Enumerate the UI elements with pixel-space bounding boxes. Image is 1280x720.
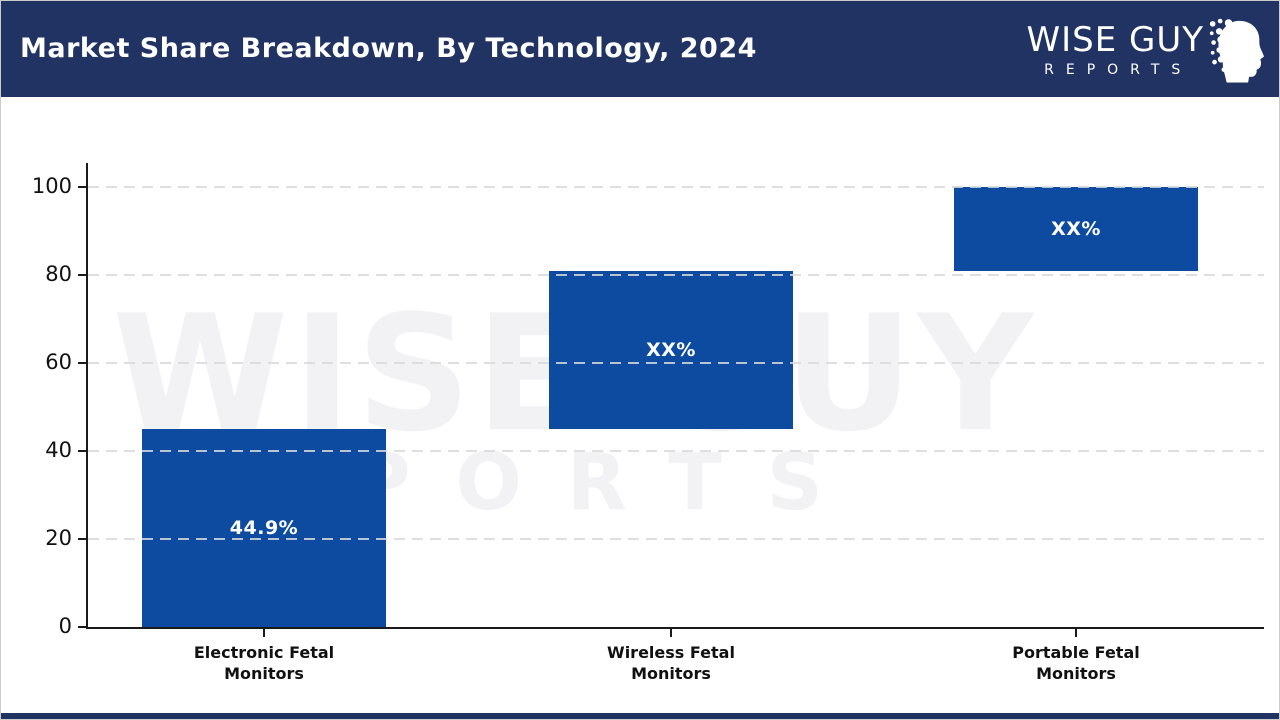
x-tick-mark bbox=[670, 629, 672, 637]
y-tick-label: 100 bbox=[31, 174, 72, 198]
category-line: Monitors bbox=[631, 663, 711, 683]
gridline bbox=[88, 450, 1264, 452]
chart-plot-area: WISE GUY REPORTS 0 20 40 60 80 100 44.9% XX% … bbox=[0, 97, 1280, 713]
brand-name: WISE GUY bbox=[1026, 20, 1204, 60]
x-category-label-electronic: Electronic Fetal Monitors bbox=[114, 643, 414, 685]
x-category-label-wireless: Wireless Fetal Monitors bbox=[521, 643, 821, 685]
y-tick-label: 0 bbox=[58, 614, 72, 638]
bar-wireless-fetal-monitors: XX% bbox=[549, 270, 793, 430]
brand-subname: REPORTS bbox=[1044, 62, 1193, 78]
y-tick-label: 60 bbox=[45, 350, 72, 374]
y-axis-line bbox=[86, 163, 88, 629]
y-tick-mark bbox=[78, 274, 87, 276]
x-category-label-portable: Portable Fetal Monitors bbox=[926, 643, 1226, 685]
bar-value-label: 44.9% bbox=[229, 517, 299, 540]
bar-electronic-fetal-monitors: 44.9% bbox=[142, 429, 386, 627]
category-line: Electronic Fetal bbox=[193, 643, 335, 662]
category-line: Wireless Fetal bbox=[607, 643, 735, 662]
x-tick-mark bbox=[263, 629, 265, 637]
chart-title: Market Share Breakdown, By Technology, 2… bbox=[20, 33, 757, 64]
x-tick-mark bbox=[1075, 629, 1077, 637]
gridline bbox=[88, 274, 1264, 276]
category-line: Monitors bbox=[1036, 663, 1116, 683]
bar-portable-fetal-monitors: XX% bbox=[954, 187, 1198, 271]
gridline bbox=[88, 538, 1264, 540]
y-tick-label: 80 bbox=[45, 262, 72, 286]
header-bar: Market Share Breakdown, By Technology, 2… bbox=[0, 0, 1280, 97]
y-tick-label: 40 bbox=[45, 438, 72, 462]
gridline bbox=[88, 186, 1264, 188]
brand-head-icon bbox=[1208, 12, 1264, 88]
x-axis-line bbox=[86, 627, 1264, 629]
y-tick-label: 20 bbox=[45, 526, 72, 550]
bar-value-label: XX% bbox=[1051, 217, 1101, 240]
category-line: Portable Fetal bbox=[1012, 643, 1140, 662]
brand-logo: WISE GUY REPORTS bbox=[1026, 8, 1264, 92]
gridline bbox=[88, 362, 1264, 364]
brand-logo-text: WISE GUY REPORTS bbox=[1026, 23, 1204, 77]
footer-bar bbox=[0, 713, 1280, 720]
bar-value-label: XX% bbox=[646, 339, 696, 361]
y-tick-mark bbox=[78, 186, 87, 188]
y-tick-mark bbox=[78, 450, 87, 452]
category-line: Monitors bbox=[224, 663, 304, 683]
y-tick-mark bbox=[78, 362, 87, 364]
y-tick-mark bbox=[78, 626, 87, 628]
y-tick-mark bbox=[78, 538, 87, 540]
